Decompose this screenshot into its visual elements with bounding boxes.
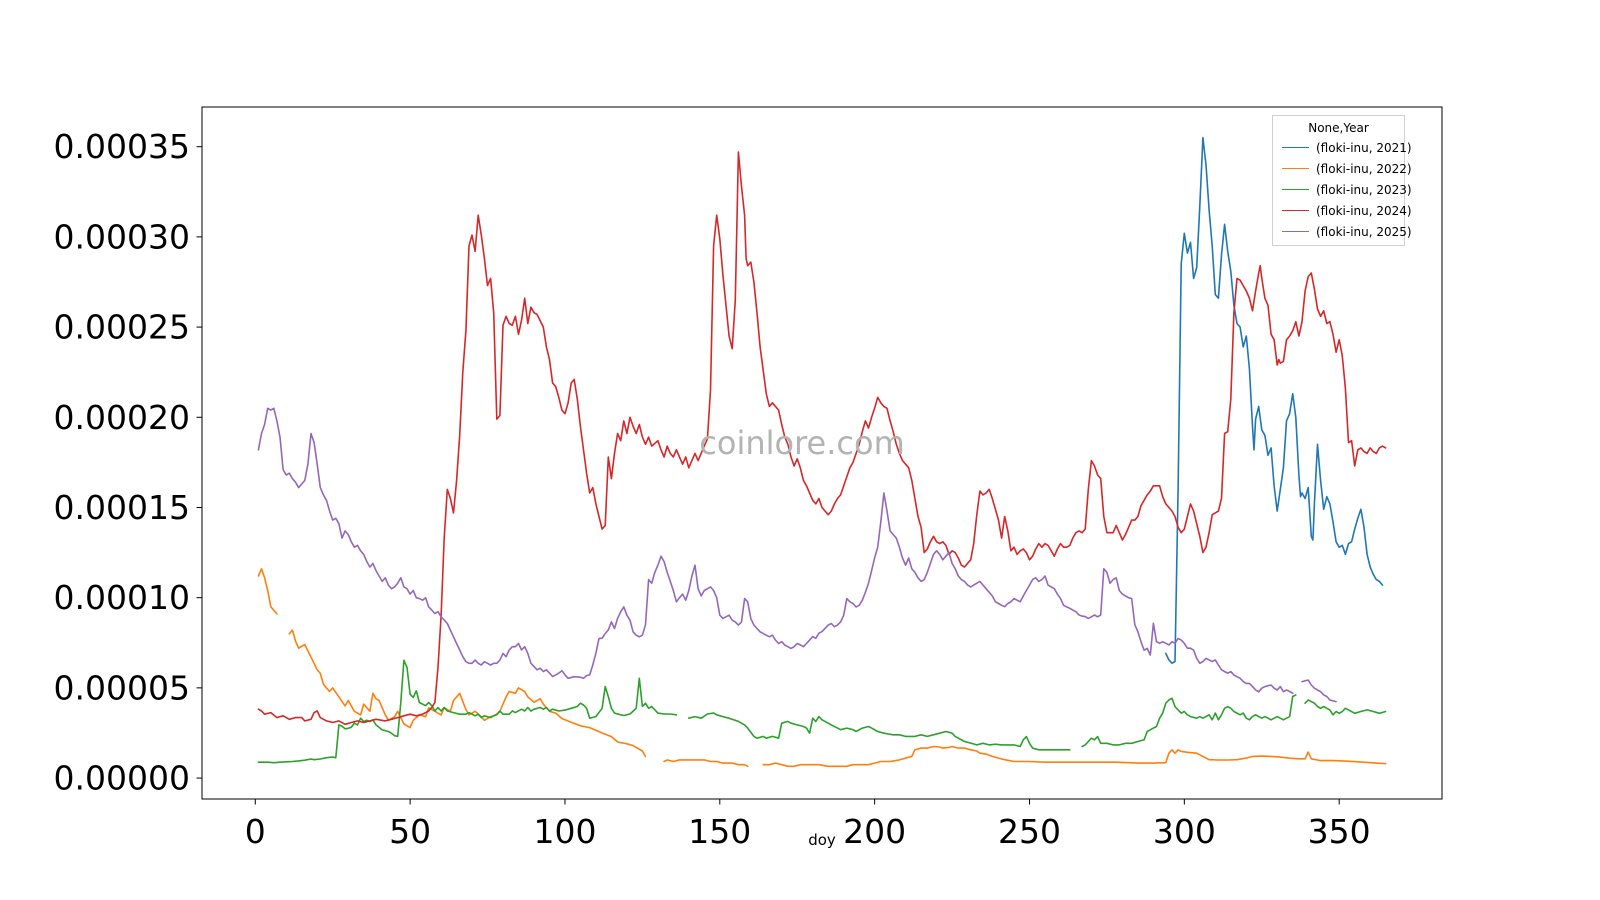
- x-tick-label: 0: [245, 812, 266, 851]
- legend-swatch-2025: [1282, 231, 1309, 232]
- legend-label-2025: (floki-inu, 2025): [1316, 224, 1412, 239]
- legend-entry-2025: (floki-inu, 2025): [1273, 221, 1412, 242]
- x-tick-label: 250: [998, 812, 1061, 851]
- series-line-2022: [762, 745, 1387, 768]
- legend-swatch-2024: [1282, 210, 1309, 211]
- legend-label-2022: (floki-inu, 2022): [1316, 161, 1412, 176]
- series-line-2024: [257, 151, 1387, 726]
- legend-entry-2023: (floki-inu, 2023): [1273, 179, 1412, 200]
- x-tick-label: 350: [1308, 812, 1371, 851]
- legend-swatch-2021: [1282, 147, 1309, 148]
- plot-frame: [201, 106, 1443, 800]
- x-tick-label: 200: [843, 812, 906, 851]
- series-line-2023: [1304, 699, 1387, 716]
- series-line-2023: [257, 659, 678, 764]
- legend-label-2021: (floki-inu, 2021): [1316, 140, 1412, 155]
- y-tick-label: 0.00030: [54, 217, 190, 256]
- series-line-2022: [663, 759, 749, 768]
- y-tick-label: 0.00025: [54, 308, 190, 347]
- watermark: coinlore.com: [699, 424, 905, 462]
- series-line-2023: [1081, 694, 1297, 748]
- legend-swatch-2023: [1282, 189, 1309, 190]
- x-tick-label: 50: [389, 812, 431, 851]
- series-line-2021: [1165, 136, 1384, 665]
- x-axis-label: doy: [808, 831, 836, 849]
- legend: None,Year (floki-inu, 2021) (floki-inu, 2…: [1272, 115, 1412, 246]
- series-line-2025: [1301, 679, 1337, 703]
- legend-entry-2024: (floki-inu, 2024): [1273, 200, 1412, 221]
- series-line-2025: [257, 407, 1294, 695]
- legend-label-2024: (floki-inu, 2024): [1316, 203, 1412, 218]
- series-line-2022: [288, 629, 647, 758]
- legend-entries: (floki-inu, 2021) (floki-inu, 2022) (floki…: [1273, 137, 1412, 242]
- y-tick-label: 0.00015: [54, 488, 190, 527]
- y-tick-label: 0.00010: [54, 578, 190, 617]
- legend-label-2023: (floki-inu, 2023): [1316, 182, 1412, 197]
- y-tick-label: 0.00000: [54, 759, 190, 798]
- y-tick-label: 0.00020: [54, 398, 190, 437]
- legend-entry-2021: (floki-inu, 2021): [1273, 137, 1412, 158]
- legend-swatch-2022: [1282, 168, 1309, 169]
- y-tick-label: 0.00005: [54, 668, 190, 707]
- x-tick-label: 150: [688, 812, 751, 851]
- x-tick-label: 100: [533, 812, 596, 851]
- series-line-2023: [687, 712, 1071, 751]
- legend-entry-2022: (floki-inu, 2022): [1273, 158, 1412, 179]
- x-tick-label: 300: [1153, 812, 1216, 851]
- y-tick-label: 0.00035: [54, 127, 190, 166]
- legend-title: None,Year: [1308, 121, 1369, 135]
- series-line-2022: [257, 567, 278, 615]
